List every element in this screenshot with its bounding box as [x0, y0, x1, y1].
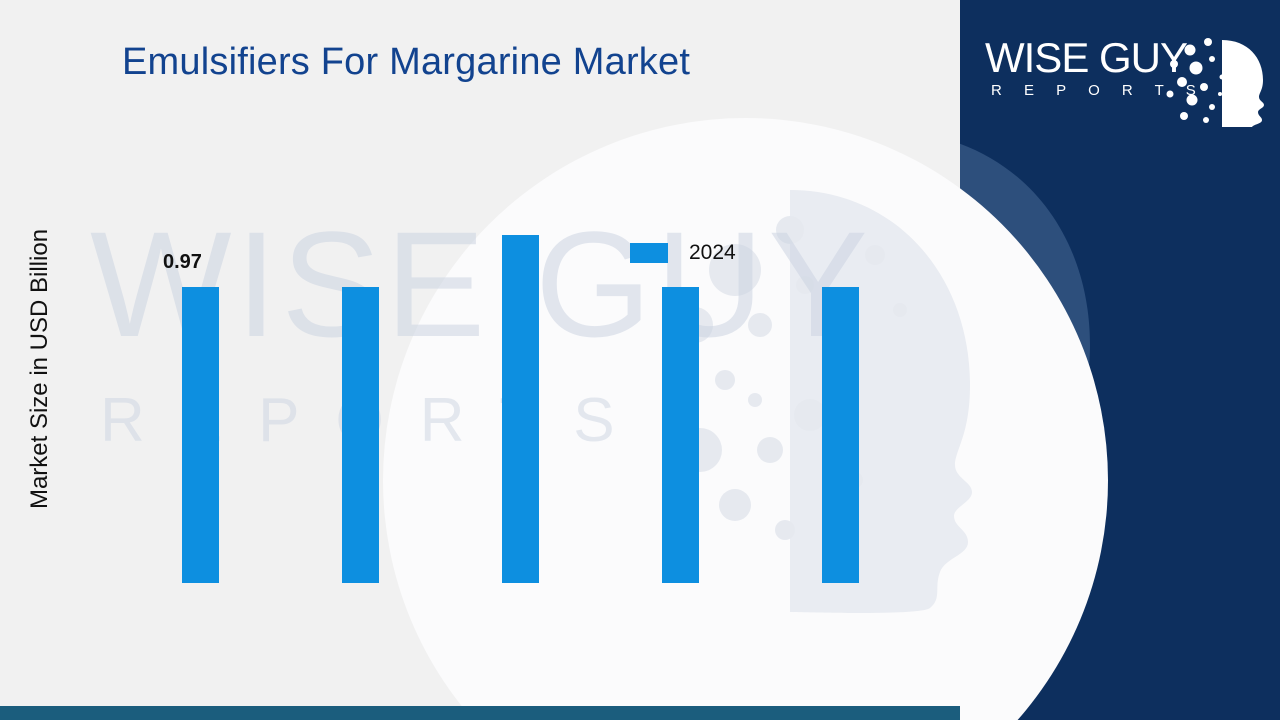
plot-region: 0.97NORTHAMERICAEUROPESOUTHAMERICAASIAPA… [120, 180, 920, 583]
bar-south-america[interactable] [502, 235, 539, 583]
logo-dotted-head-icon [1166, 38, 1264, 127]
legend-swatch-2024 [630, 243, 668, 263]
chart-legend: 2024 [630, 241, 736, 265]
y-axis-label: Market Size in USD Billion [26, 228, 53, 510]
footer-bar [0, 706, 960, 720]
chart-area: Market Size in USD Billion 0.97NORTHAMER… [26, 180, 920, 583]
bar-middle-east-and-africa[interactable] [822, 287, 859, 583]
legend-label-2024: 2024 [689, 241, 736, 264]
bar-europe[interactable] [342, 287, 379, 583]
wiseguy-logo: WISE GUY R E P O R T S [985, 34, 1264, 127]
bar-value-label: 0.97 [163, 251, 202, 273]
page-title: Emulsifiers For Margarine Market [122, 41, 691, 83]
logo-primary-text: WISE GUY [985, 34, 1188, 81]
bar-north-america[interactable] [182, 287, 219, 583]
logo-secondary-text: R E P O R T S [991, 82, 1205, 99]
bar-asia-pacific[interactable] [662, 287, 699, 583]
